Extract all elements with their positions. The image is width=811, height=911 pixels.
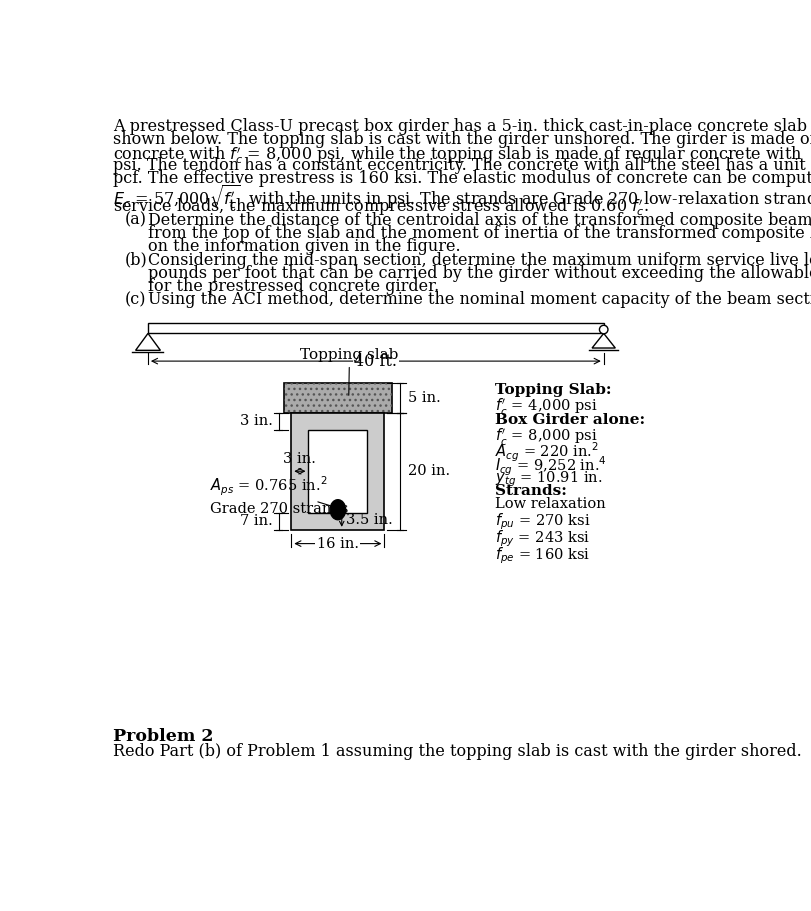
Text: 3 in.: 3 in.	[239, 415, 272, 428]
Text: psi. The tendon has a constant eccentricity. The concrete with all the steel has: psi. The tendon has a constant eccentric…	[113, 157, 811, 174]
Text: $f_{pu}$ = 270 ksi: $f_{pu}$ = 270 ksi	[495, 511, 590, 532]
Text: 40 ft.: 40 ft.	[354, 353, 397, 370]
Text: from the top of the slab and the moment of inertia of the transformed composite : from the top of the slab and the moment …	[148, 225, 811, 241]
Polygon shape	[135, 333, 161, 351]
Text: 16 in.: 16 in.	[316, 537, 358, 550]
Circle shape	[599, 325, 607, 333]
Text: $A_{ps}$ = 0.765 in.$^2$: $A_{ps}$ = 0.765 in.$^2$	[210, 475, 330, 506]
Text: Determine the distance of the centroidal axis of the transformed composite beam : Determine the distance of the centroidal…	[148, 211, 811, 229]
Text: shown below. The topping slab is cast with the girder unshored. The girder is ma: shown below. The topping slab is cast wi…	[113, 131, 811, 148]
Text: pcf. The effective prestress is 160 ksi. The elastic modulus of concrete can be : pcf. The effective prestress is 160 ksi.…	[113, 170, 811, 187]
Bar	[283, 384, 392, 413]
Text: on the information given in the figure.: on the information given in the figure.	[148, 238, 460, 255]
Text: $A_{cg}$ = 220 in.$^2$: $A_{cg}$ = 220 in.$^2$	[495, 440, 599, 464]
Text: $E_c$ = 57,000$\sqrt{f_c^{\prime}}$  with the units in psi. The strands are Grad: $E_c$ = 57,000$\sqrt{f_c^{\prime}}$ with…	[113, 183, 811, 210]
Text: Box Girder alone:: Box Girder alone:	[495, 413, 645, 426]
Text: concrete with $f_c^{\prime}$ = 8,000 psi, while the topping slab is made of regu: concrete with $f_c^{\prime}$ = 8,000 psi…	[113, 144, 811, 166]
Text: Strands:: Strands:	[495, 485, 566, 498]
Text: $f_{py}$ = 243 ksi: $f_{py}$ = 243 ksi	[495, 528, 590, 548]
Text: pounds per foot that can be carried by the girder without exceeding the allowabl: pounds per foot that can be carried by t…	[148, 265, 811, 281]
Text: Low relaxation: Low relaxation	[495, 497, 605, 511]
Text: 3.5 in.: 3.5 in.	[345, 513, 392, 527]
Text: $I_{cg}$ = 9,252 in.$^4$: $I_{cg}$ = 9,252 in.$^4$	[495, 455, 606, 477]
Bar	[148, 323, 603, 333]
Text: Redo Part (b) of Problem 1 assuming the topping slab is cast with the girder sho: Redo Part (b) of Problem 1 assuming the …	[113, 743, 801, 760]
Text: Problem 2: Problem 2	[113, 729, 213, 745]
Text: $f_{pe}$ = 160 ksi: $f_{pe}$ = 160 ksi	[495, 545, 590, 566]
Text: A prestressed Class-U precast box girder has a 5-in. thick cast-in-place concret: A prestressed Class-U precast box girder…	[113, 118, 811, 135]
Polygon shape	[591, 333, 615, 348]
Text: (c): (c)	[125, 291, 146, 308]
Text: Considering the mid-span section, determine the maximum uniform service live loa: Considering the mid-span section, determ…	[148, 251, 811, 269]
Text: 7 in.: 7 in.	[240, 515, 272, 528]
Bar	[308, 430, 367, 513]
Text: $f_c^{\prime}$ = 4,000 psi: $f_c^{\prime}$ = 4,000 psi	[495, 397, 597, 418]
Text: $y_{tg}$ = 10.91 in.: $y_{tg}$ = 10.91 in.	[495, 470, 602, 489]
Text: Topping slab: Topping slab	[300, 348, 398, 395]
Text: (a): (a)	[125, 211, 147, 229]
Text: 5 in.: 5 in.	[407, 391, 440, 405]
Text: Grade 270 strands: Grade 270 strands	[210, 502, 348, 516]
Ellipse shape	[330, 500, 345, 520]
Text: $f_c^{\prime}$ = 8,000 psi: $f_c^{\prime}$ = 8,000 psi	[495, 426, 597, 447]
Bar	[291, 413, 384, 529]
Text: service loads, the maximum compressive stress allowed is 0.60 $f_c^{\prime}$.: service loads, the maximum compressive s…	[113, 197, 649, 218]
Text: 3 in.: 3 in.	[283, 452, 316, 466]
Text: Topping Slab:: Topping Slab:	[495, 384, 611, 397]
Text: Using the ACI method, determine the nominal moment capacity of the beam section.: Using the ACI method, determine the nomi…	[148, 291, 811, 308]
Text: 20 in.: 20 in.	[407, 465, 449, 478]
Text: (b): (b)	[125, 251, 148, 269]
Text: for the prestressed concrete girder.: for the prestressed concrete girder.	[148, 278, 439, 295]
Bar	[283, 384, 392, 413]
